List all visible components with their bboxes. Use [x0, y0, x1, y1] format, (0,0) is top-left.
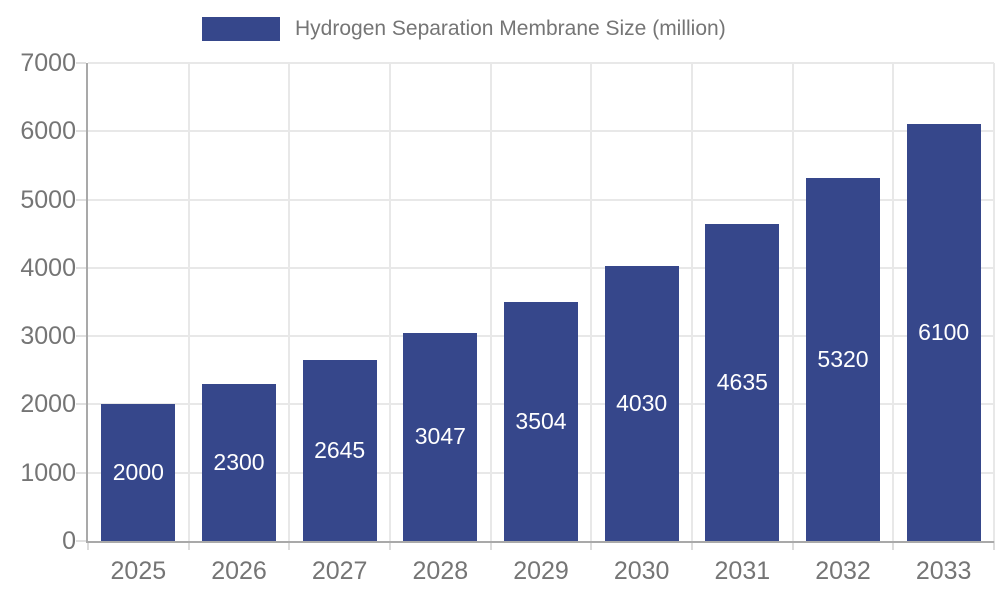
x-axis-tick [892, 541, 895, 550]
y-axis-tick [76, 335, 86, 338]
y-axis-line [86, 63, 88, 541]
x-axis-tick-label: 2031 [714, 557, 771, 585]
gridline-horizontal [88, 130, 994, 133]
y-axis-tick [76, 471, 86, 474]
y-axis-tick [76, 62, 86, 64]
bar-2032[interactable]: 5320 [806, 177, 880, 541]
x-axis-tick [389, 541, 391, 550]
gridline-horizontal [88, 62, 994, 64]
y-axis-tick [76, 540, 86, 542]
gridline-vertical [590, 63, 593, 541]
y-axis-tick-label: 6000 [20, 117, 76, 146]
x-axis-tick [489, 541, 492, 550]
bar-2027[interactable]: 2645 [302, 360, 377, 541]
bar-value-label: 5320 [817, 345, 869, 372]
bar-2030[interactable]: 4030 [604, 265, 679, 541]
gridline-vertical [791, 63, 794, 541]
y-axis-tick-label: 3000 [20, 322, 76, 351]
bar-value-label: 2645 [314, 437, 366, 464]
bar-value-label: 4635 [716, 369, 768, 396]
x-axis-tick-label: 2027 [311, 557, 368, 585]
gridline-horizontal [88, 266, 994, 269]
x-axis-tick-label: 2029 [513, 557, 569, 585]
gridline-horizontal [88, 198, 994, 201]
x-axis-tick-label: 2026 [211, 557, 267, 585]
y-axis-tick-label: 2000 [20, 390, 76, 419]
legend-swatch [202, 17, 280, 41]
x-axis-line [86, 541, 994, 543]
legend-label: Hydrogen Separation Membrane Size (milli… [295, 17, 726, 40]
y-axis-tick-label: 7000 [20, 49, 76, 77]
x-axis-tick-label: 2025 [110, 557, 167, 585]
bar-2029[interactable]: 3504 [504, 301, 578, 541]
x-axis-tick [87, 541, 89, 550]
bar-value-label: 4030 [616, 389, 668, 416]
bar-2031[interactable]: 4635 [705, 224, 780, 541]
bar-value-label: 2000 [112, 459, 164, 486]
bar-2025[interactable]: 2000 [101, 404, 176, 541]
y-axis-tick-label: 4000 [20, 253, 76, 282]
bar-value-label: 3047 [414, 423, 466, 450]
y-axis-tick [76, 198, 86, 201]
gridline-vertical [187, 63, 190, 541]
gridline-vertical [892, 63, 895, 541]
y-axis-tick [76, 266, 86, 269]
x-axis-tick [791, 541, 794, 550]
gridline-vertical [993, 63, 995, 541]
y-axis-tick [76, 403, 86, 406]
x-axis-tick-label: 2033 [915, 557, 972, 585]
x-axis-tick [691, 541, 693, 550]
bar-2033[interactable]: 6100 [906, 124, 981, 541]
gridline-vertical [389, 63, 391, 541]
gridline-vertical [691, 63, 693, 541]
y-axis-tick-label: 5000 [20, 185, 76, 214]
gridline-vertical [288, 63, 291, 541]
x-axis-tick [590, 541, 593, 550]
plot-area: 2000 2300 2645 3047 3504 4030 4635 5320 6100 [76, 62, 995, 550]
x-axis-tick [187, 541, 190, 550]
bar-2026[interactable]: 2300 [202, 383, 276, 541]
bar-value-label: 3504 [515, 407, 567, 434]
bar-2028[interactable]: 3047 [403, 332, 478, 541]
y-axis-tick [76, 130, 86, 133]
x-axis-tick [288, 541, 291, 550]
bar-value-label: 2300 [213, 448, 265, 475]
legend-item[interactable]: Hydrogen Separation Membrane Size (milli… [202, 17, 726, 41]
x-axis-tick-label: 2030 [613, 557, 670, 585]
bar-value-label: 6100 [918, 319, 970, 346]
y-axis-tick-label: 0 [62, 527, 76, 555]
y-axis-tick-label: 1000 [20, 458, 76, 487]
gridline-vertical [489, 63, 492, 541]
x-axis-tick-label: 2032 [815, 557, 871, 585]
x-axis-tick [993, 541, 995, 550]
x-axis-tick-label: 2028 [412, 557, 469, 585]
